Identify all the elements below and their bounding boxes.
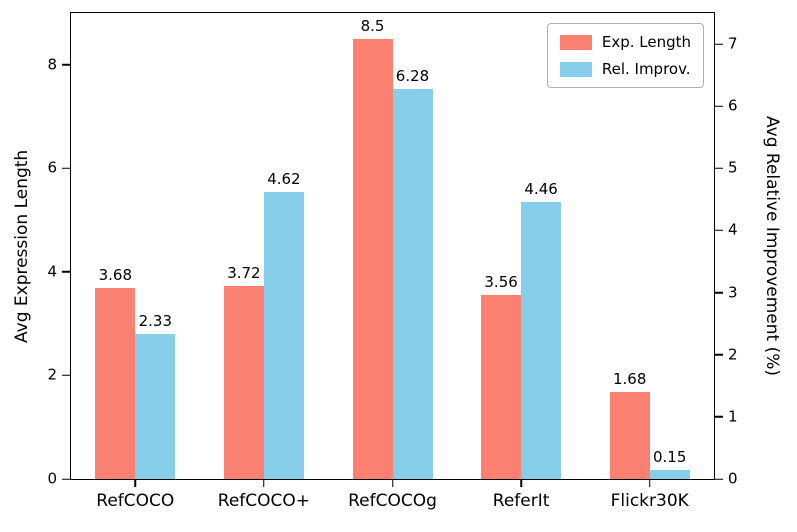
legend-swatch-exp-length	[559, 34, 592, 50]
bar-value-label: 3.56	[484, 272, 518, 291]
left-axis-title: Avg Expression Length	[12, 149, 32, 343]
bar-value-label: 1.68	[612, 370, 647, 389]
left-axis-tick	[62, 167, 70, 170]
right-axis-tick	[715, 229, 723, 232]
right-axis-tick-label: 0	[728, 469, 738, 488]
bar-exp-length	[223, 286, 264, 479]
right-axis-tick-label: 6	[728, 96, 738, 115]
x-axis-tick-label: RefCOCO	[96, 491, 175, 511]
bar-exp-length	[95, 288, 136, 479]
bar-rel-improv	[263, 191, 304, 479]
x-axis-tick-label: ReferIt	[492, 491, 550, 511]
left-axis-tick-label: 6	[47, 158, 57, 177]
bar-rel-improv	[521, 201, 562, 479]
bar-rel-improv	[392, 88, 433, 479]
bar-value-label: 4.46	[524, 179, 558, 198]
right-axis-tick	[715, 167, 723, 170]
legend-item-rel-improv: Rel. Improv.	[559, 60, 691, 78]
right-axis-tick	[715, 291, 723, 294]
x-axis-tick-label: RefCOCOg	[348, 491, 437, 511]
bar-value-label: 3.72	[227, 264, 261, 283]
x-axis-tick	[134, 480, 137, 487]
left-axis-tick-label: 0	[47, 469, 57, 488]
left-axis-tick	[62, 271, 70, 273]
bar-rel-improv	[135, 334, 176, 479]
right-axis-tick-label: 2	[728, 345, 738, 364]
bar-value-label: 6.28	[395, 66, 430, 85]
right-axis-tick-label: 4	[728, 220, 738, 239]
right-axis-tick	[715, 416, 723, 418]
legend-swatch-rel-improv	[559, 61, 592, 77]
bar-exp-length	[609, 392, 650, 479]
left-axis-tick	[62, 64, 70, 66]
left-axis-tick	[62, 374, 70, 377]
x-axis-tick-label: RefCOCO+	[217, 491, 311, 511]
bar-value-label: 3.68	[98, 266, 132, 285]
left-axis-tick-label: 8	[47, 55, 57, 74]
plot-area: Exp. Length Rel. Improv. 0 2 4 6 8 0 1 2 3 4 5 6 7 Re…	[47, 12, 738, 511]
x-axis-tick	[391, 480, 394, 487]
bar-value-label: 8.5	[360, 16, 385, 35]
bar-value-label: 2.33	[138, 312, 172, 331]
x-axis-tick	[520, 480, 522, 487]
right-axis-title: Avg Relative Improvement (%)	[762, 115, 782, 377]
right-axis-tick	[715, 105, 723, 107]
legend-label-exp-length: Exp. Length	[601, 33, 691, 51]
right-axis-tick-label: 7	[728, 34, 738, 53]
left-axis-tick-label: 2	[47, 365, 57, 384]
right-axis-tick-label: 1	[728, 407, 738, 426]
x-axis-tick-label: Flickr30K	[610, 491, 689, 511]
x-axis-tick	[263, 480, 265, 487]
x-axis-tick	[648, 480, 651, 487]
bar-rel-improv	[649, 469, 690, 479]
right-axis-tick	[715, 43, 723, 45]
left-axis-tick	[62, 478, 70, 480]
right-axis-tick	[715, 478, 723, 480]
legend: Exp. Length Rel. Improv.	[546, 23, 704, 88]
bar-value-label: 0.15	[652, 447, 687, 466]
legend-item-exp-length: Exp. Length	[559, 33, 691, 51]
legend-label-rel-improv: Rel. Improv.	[601, 60, 691, 78]
right-axis-tick-label: 5	[728, 158, 738, 177]
right-axis-tick-label: 3	[728, 283, 738, 302]
bar-exp-length	[352, 38, 393, 479]
bar-value-label: 4.62	[267, 169, 301, 188]
bar-exp-length	[481, 294, 522, 479]
left-axis-tick-label: 4	[47, 262, 57, 281]
right-axis-tick	[715, 353, 723, 356]
